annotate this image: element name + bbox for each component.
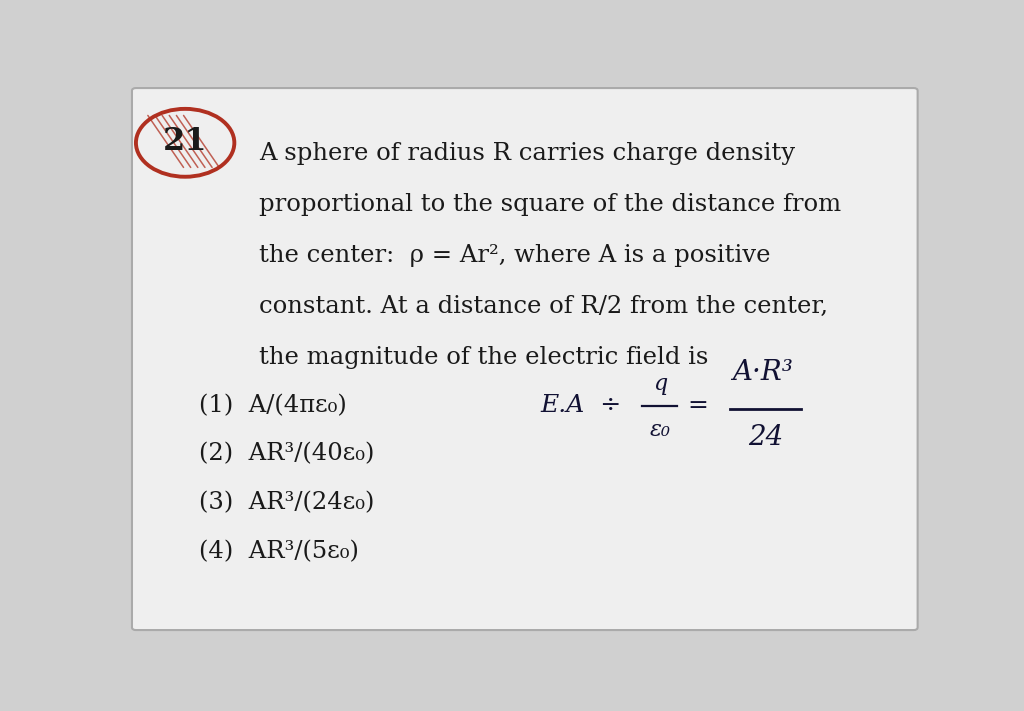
Text: (2)  AR³/(40ε₀): (2) AR³/(40ε₀): [200, 442, 375, 465]
Text: (4)  AR³/(5ε₀): (4) AR³/(5ε₀): [200, 540, 359, 563]
Text: =: =: [687, 394, 709, 417]
FancyBboxPatch shape: [132, 88, 918, 630]
Text: the center:  ρ = Ar², where A is a positive: the center: ρ = Ar², where A is a positi…: [259, 244, 770, 267]
Text: E.A  ÷: E.A ÷: [541, 394, 622, 417]
Text: A·R³: A·R³: [732, 360, 794, 387]
Text: proportional to the square of the distance from: proportional to the square of the distan…: [259, 193, 841, 216]
Circle shape: [136, 109, 234, 177]
Text: A sphere of radius R carries charge density: A sphere of radius R carries charge dens…: [259, 142, 795, 165]
Text: constant. At a distance of R/2 from the center,: constant. At a distance of R/2 from the …: [259, 295, 828, 318]
Text: 21: 21: [163, 127, 208, 157]
Text: ε₀: ε₀: [649, 419, 670, 442]
Text: (1)  A/(4πε₀): (1) A/(4πε₀): [200, 394, 347, 417]
Text: q: q: [652, 373, 667, 395]
Text: 24: 24: [748, 424, 783, 451]
Text: the magnitude of the electric field is: the magnitude of the electric field is: [259, 346, 709, 369]
Text: (3)  AR³/(24ε₀): (3) AR³/(24ε₀): [200, 491, 375, 514]
